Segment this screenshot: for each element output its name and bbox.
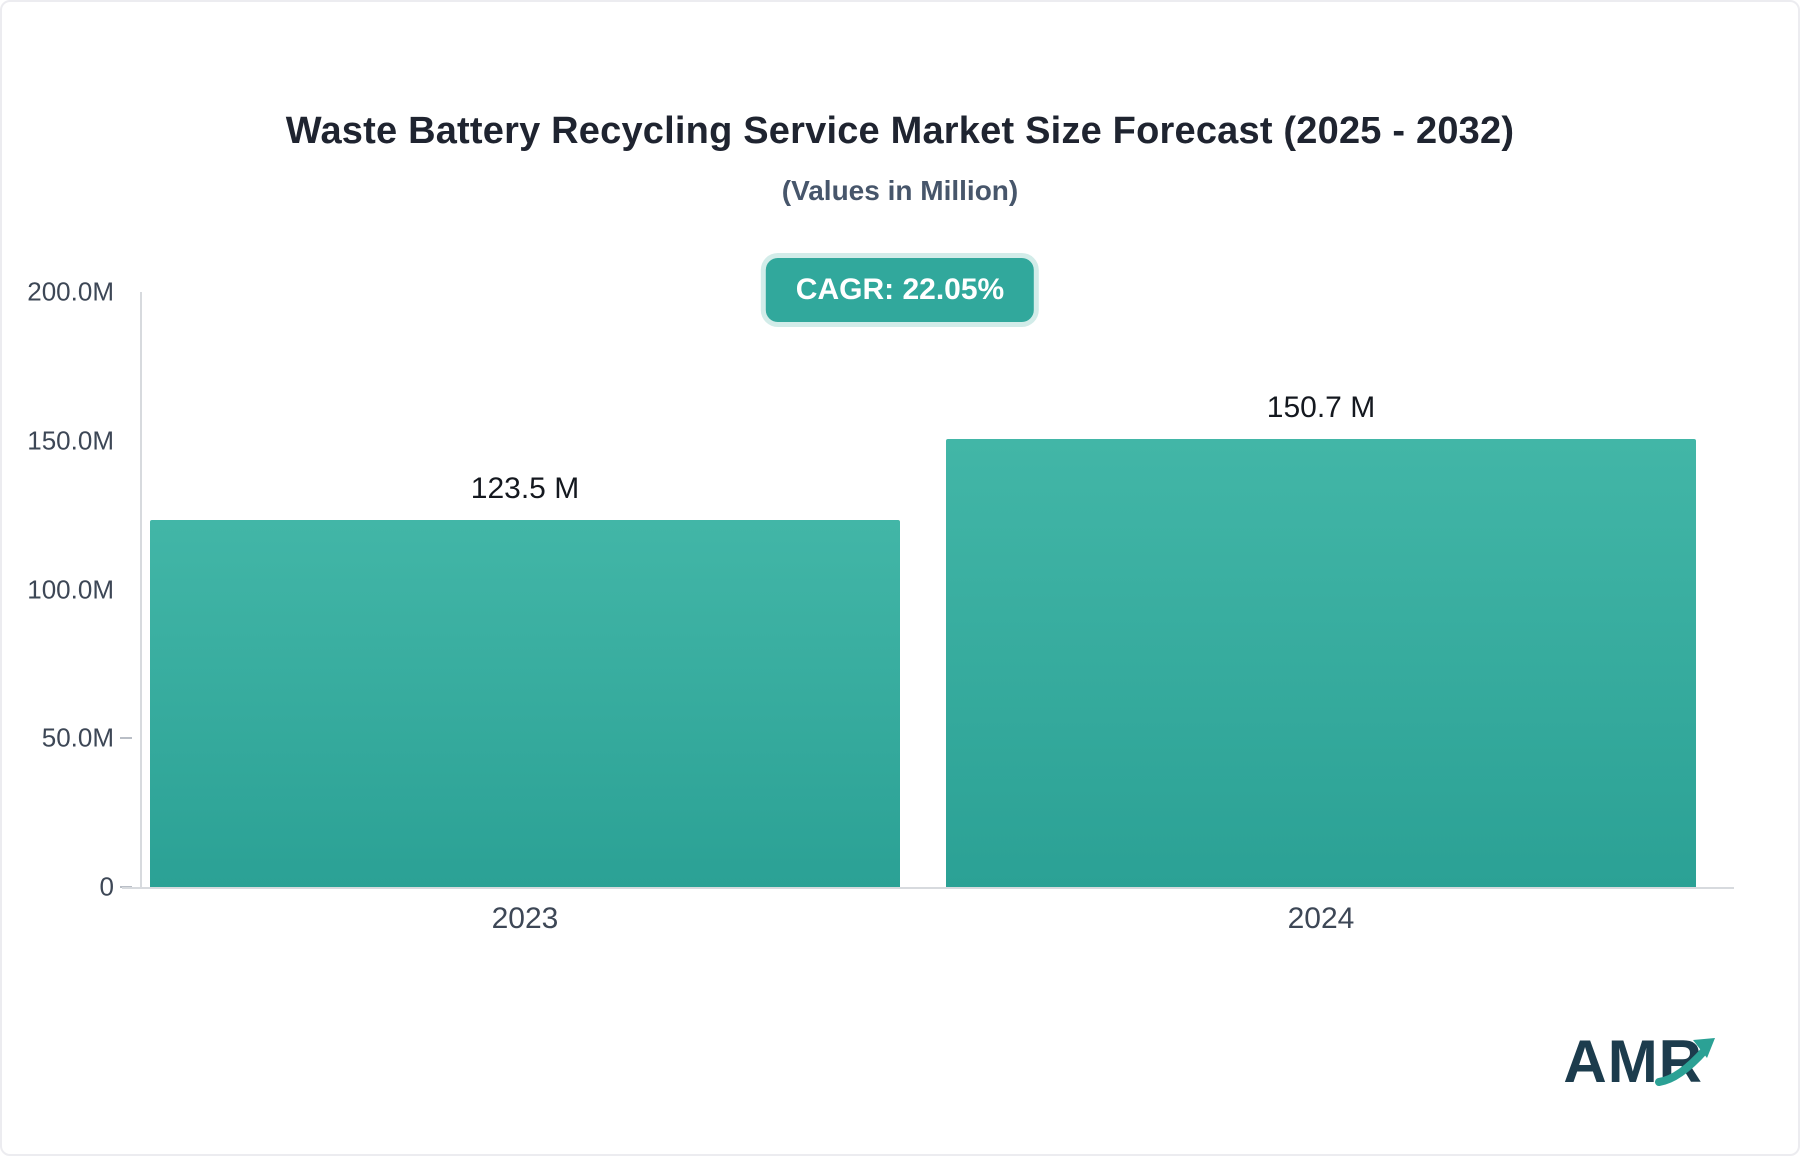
y-axis-line bbox=[140, 292, 142, 887]
bar-series: 123.5 M 150.7 M bbox=[140, 292, 1730, 887]
bar-chart-plot-area: 200.0M 150.0M 100.0M 50.0M 0 123.5 M 150… bbox=[27, 277, 1734, 902]
chart-header: Waste Battery Recycling Service Market S… bbox=[2, 110, 1798, 207]
y-axis-tick-label: 100.0M bbox=[27, 574, 114, 604]
y-axis-tick-label: 50.0M bbox=[41, 722, 114, 753]
amr-logo-text: AMR bbox=[1563, 1028, 1703, 1095]
y-axis-tick-label: 0 bbox=[99, 871, 114, 902]
bar-group-2024: 150.7 M bbox=[946, 292, 1696, 887]
bar-group-2023: 123.5 M bbox=[150, 292, 900, 887]
x-axis-line bbox=[122, 887, 1734, 889]
y-axis-tick-label: 200.0M bbox=[27, 276, 114, 307]
amr-logo: AMR bbox=[1563, 1027, 1715, 1096]
chart-title: Waste Battery Recycling Service Market S… bbox=[285, 110, 1515, 152]
amr-logo-arrow-icon bbox=[1655, 1038, 1715, 1086]
y-axis-tick-mark bbox=[120, 737, 132, 740]
x-axis-labels: 2023 2024 bbox=[140, 902, 1730, 936]
bar-2024 bbox=[946, 438, 1696, 887]
bar-2023 bbox=[150, 519, 900, 887]
chart-subtitle: (Values in Million) bbox=[781, 175, 1019, 206]
x-axis-label-2024: 2024 bbox=[1287, 902, 1355, 935]
x-axis-label-2023: 2023 bbox=[491, 902, 559, 935]
bar-value-label-2024: 150.7 M bbox=[1266, 390, 1376, 424]
y-axis-tick-label: 150.0M bbox=[27, 425, 114, 456]
cagr-badge: CAGR: 22.05% bbox=[765, 258, 1035, 322]
bar-value-label-2023: 123.5 M bbox=[470, 471, 580, 505]
